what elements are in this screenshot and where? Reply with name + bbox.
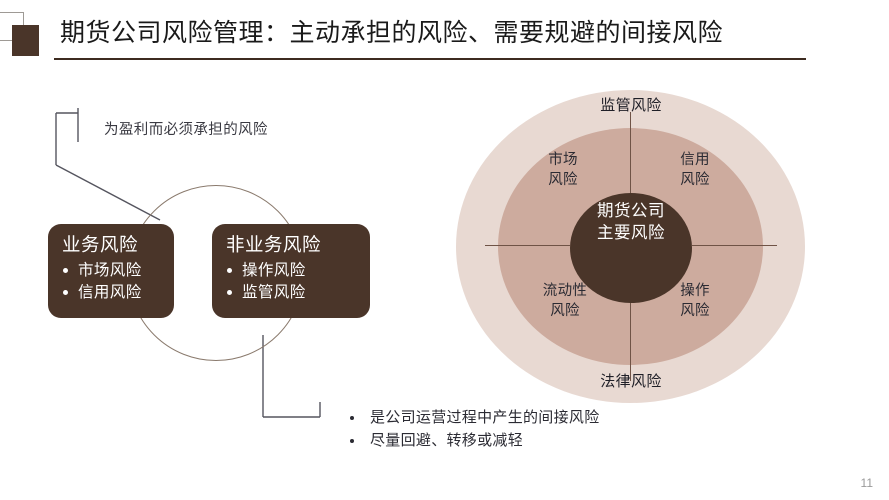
quadrant-label-credit-risk: 信用 风险	[668, 150, 722, 190]
list-item: 尽量回避、转移或减轻	[348, 431, 648, 452]
list-item: 是公司运营过程中产生的间接风险	[348, 408, 648, 429]
top-note-label: 为盈利而必须承担的风险	[104, 122, 268, 138]
ring-divider-horizontal-left	[485, 245, 570, 247]
bullet-icon	[350, 416, 354, 420]
quadrant-label-line1: 操作	[680, 283, 710, 299]
list-item-label: 是公司运营过程中产生的间接风险	[370, 410, 600, 426]
ring-core-label: 期货公司主要风险	[597, 201, 665, 242]
list-item: 监管风险	[226, 282, 356, 304]
bullet-icon	[63, 290, 68, 295]
quadrant-label-line2: 风险	[680, 172, 710, 188]
ring-divider-horizontal-right	[692, 245, 777, 247]
non-business-risk-box[interactable]: 非业务风险 操作风险 监管风险	[212, 224, 370, 318]
non-business-risk-title: 非业务风险	[226, 236, 322, 256]
ring-divider-vertical-bottom	[630, 299, 632, 381]
quadrant-label-line1: 流动性	[542, 283, 588, 299]
title-decoration-filled-square	[12, 25, 39, 56]
quadrant-label-liquidity-risk: 流动性 风险	[534, 281, 596, 321]
quadrant-label-line2: 风险	[548, 172, 578, 188]
non-business-risk-list: 操作风险 监管风险	[226, 260, 356, 304]
quadrant-label-line2: 风险	[550, 303, 580, 319]
business-risk-list: 市场风险 信用风险	[62, 260, 160, 304]
quadrant-label-market-risk: 市场 风险	[536, 150, 590, 190]
bottom-notes-list: 是公司运营过程中产生的间接风险 尽量回避、转移或减轻	[348, 408, 648, 452]
list-item-label: 信用风险	[78, 284, 142, 301]
bullet-icon	[63, 268, 68, 273]
list-item: 市场风险	[62, 260, 160, 282]
page-title: 期货公司风险管理：主动承担的风险、需要规避的间接风险	[60, 20, 724, 47]
list-item-label: 操作风险	[242, 262, 306, 279]
right-concentric-diagram: 期货公司主要风险 市场 风险 信用 风险 流动性 风险 操作 风险 监管风险 法…	[452, 88, 812, 406]
list-item-label: 监管风险	[242, 284, 306, 301]
bullet-icon	[350, 439, 354, 443]
list-item-label: 尽量回避、转移或减轻	[370, 433, 524, 449]
ring-label-regulatory-risk: 监管风险	[600, 98, 662, 114]
quadrant-label-line1: 市场	[548, 152, 578, 168]
ring-label-legal-risk: 法律风险	[600, 374, 662, 390]
list-item: 信用风险	[62, 282, 160, 304]
title-underline-rule	[54, 58, 806, 60]
ring-divider-vertical-top	[630, 112, 632, 196]
ring-core-circle	[570, 193, 692, 303]
business-risk-title: 业务风险	[62, 236, 139, 256]
page-number: 11	[860, 476, 873, 490]
list-item: 操作风险	[226, 260, 356, 282]
bullet-icon	[227, 290, 232, 295]
quadrant-label-line1: 信用	[680, 152, 710, 168]
bottom-notes-block: 是公司运营过程中产生的间接风险 尽量回避、转移或减轻	[348, 408, 648, 454]
quadrant-label-line2: 风险	[680, 303, 710, 319]
left-diagram: 为盈利而必须承担的风险 业务风险 市场风险 信用风险 非业务风险 操作风险 监管…	[0, 80, 430, 500]
list-item-label: 市场风险	[78, 262, 142, 279]
quadrant-label-operational-risk: 操作 风险	[668, 281, 722, 321]
bullet-icon	[227, 268, 232, 273]
business-risk-box[interactable]: 业务风险 市场风险 信用风险	[48, 224, 174, 318]
